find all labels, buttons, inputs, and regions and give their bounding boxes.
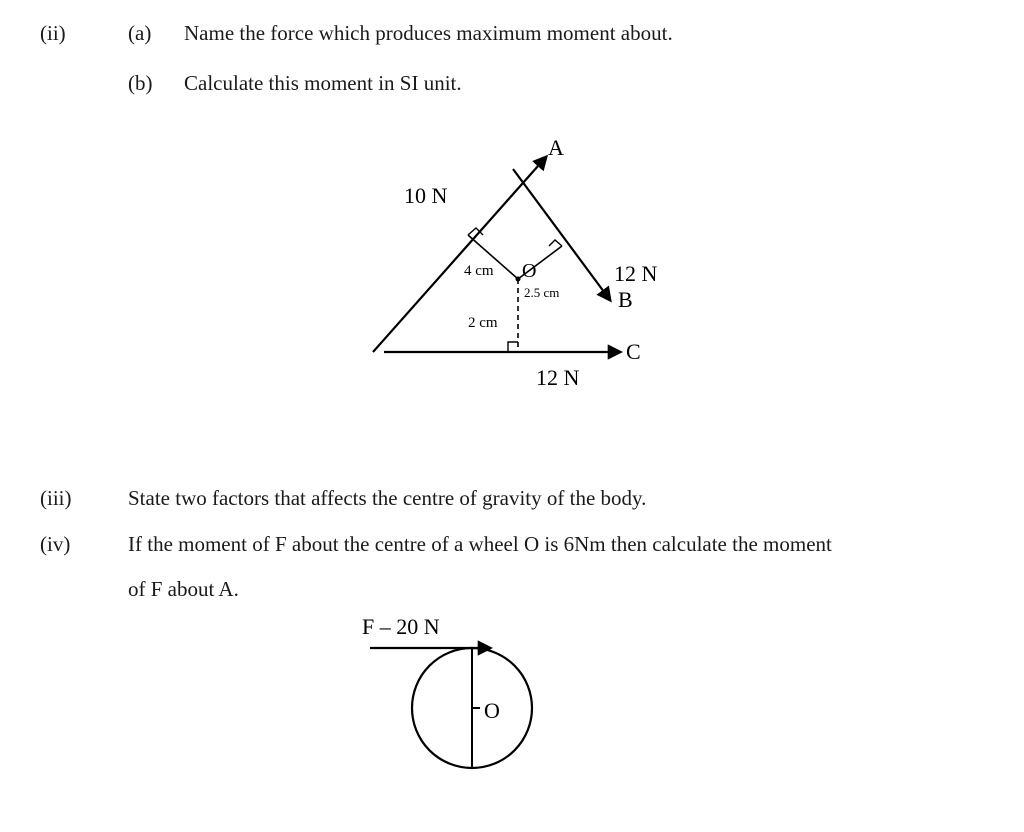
question-marker-iii: (iii) — [18, 483, 128, 515]
question-iii-text: State two factors that affects the centr… — [128, 483, 1006, 515]
label-12N-C: 12 N — [536, 365, 580, 390]
wheel-diagram-container: F – 20 N O — [18, 608, 1006, 768]
label-C: C — [626, 339, 641, 364]
label-O: O — [522, 260, 536, 282]
question-iv-row: (iv) If the moment of F about the centre… — [18, 529, 1006, 606]
label-wheel-O: O — [484, 698, 500, 723]
question-marker-iv: (iv) — [18, 529, 128, 606]
right-angle-B — [549, 240, 562, 246]
label-2p5cm: 2.5 cm — [524, 285, 559, 300]
label-12N-B: 12 N — [614, 261, 658, 286]
triangle-diagram-container: A 10 N O 12 N B C 12 N 4 cm 2.5 cm 2 cm — [18, 127, 1006, 439]
right-angle-C — [508, 342, 518, 352]
label-B: B — [618, 287, 633, 312]
force-arrow-A — [373, 157, 546, 352]
question-iii-row: (iii) State two factors that affects the… — [18, 483, 1006, 515]
label-F: F – 20 N — [362, 614, 440, 639]
question-ii-b-text: Calculate this moment in SI unit. — [184, 68, 1006, 100]
question-ii-a-row: (ii) (a) Name the force which produces m… — [18, 18, 1006, 50]
label-A: A — [548, 135, 564, 160]
triangle-diagram: A 10 N O 12 N B C 12 N 4 cm 2.5 cm 2 cm — [318, 127, 718, 427]
wheel-diagram: F – 20 N O — [328, 608, 648, 778]
subpart-marker-b: (b) — [128, 68, 184, 100]
subpart-marker-a: (a) — [128, 18, 184, 50]
question-iv-line2: of F about A. — [128, 574, 1006, 606]
label-10N: 10 N — [404, 183, 448, 208]
question-ii-b-row: (b) Calculate this moment in SI unit. — [18, 68, 1006, 100]
label-4cm: 4 cm — [464, 263, 494, 279]
question-marker-ii: (ii) — [18, 18, 128, 50]
question-ii-a-text: Name the force which produces maximum mo… — [184, 18, 1006, 50]
label-2cm: 2 cm — [468, 315, 498, 331]
question-iv-line1: If the moment of F about the centre of a… — [128, 529, 1006, 561]
